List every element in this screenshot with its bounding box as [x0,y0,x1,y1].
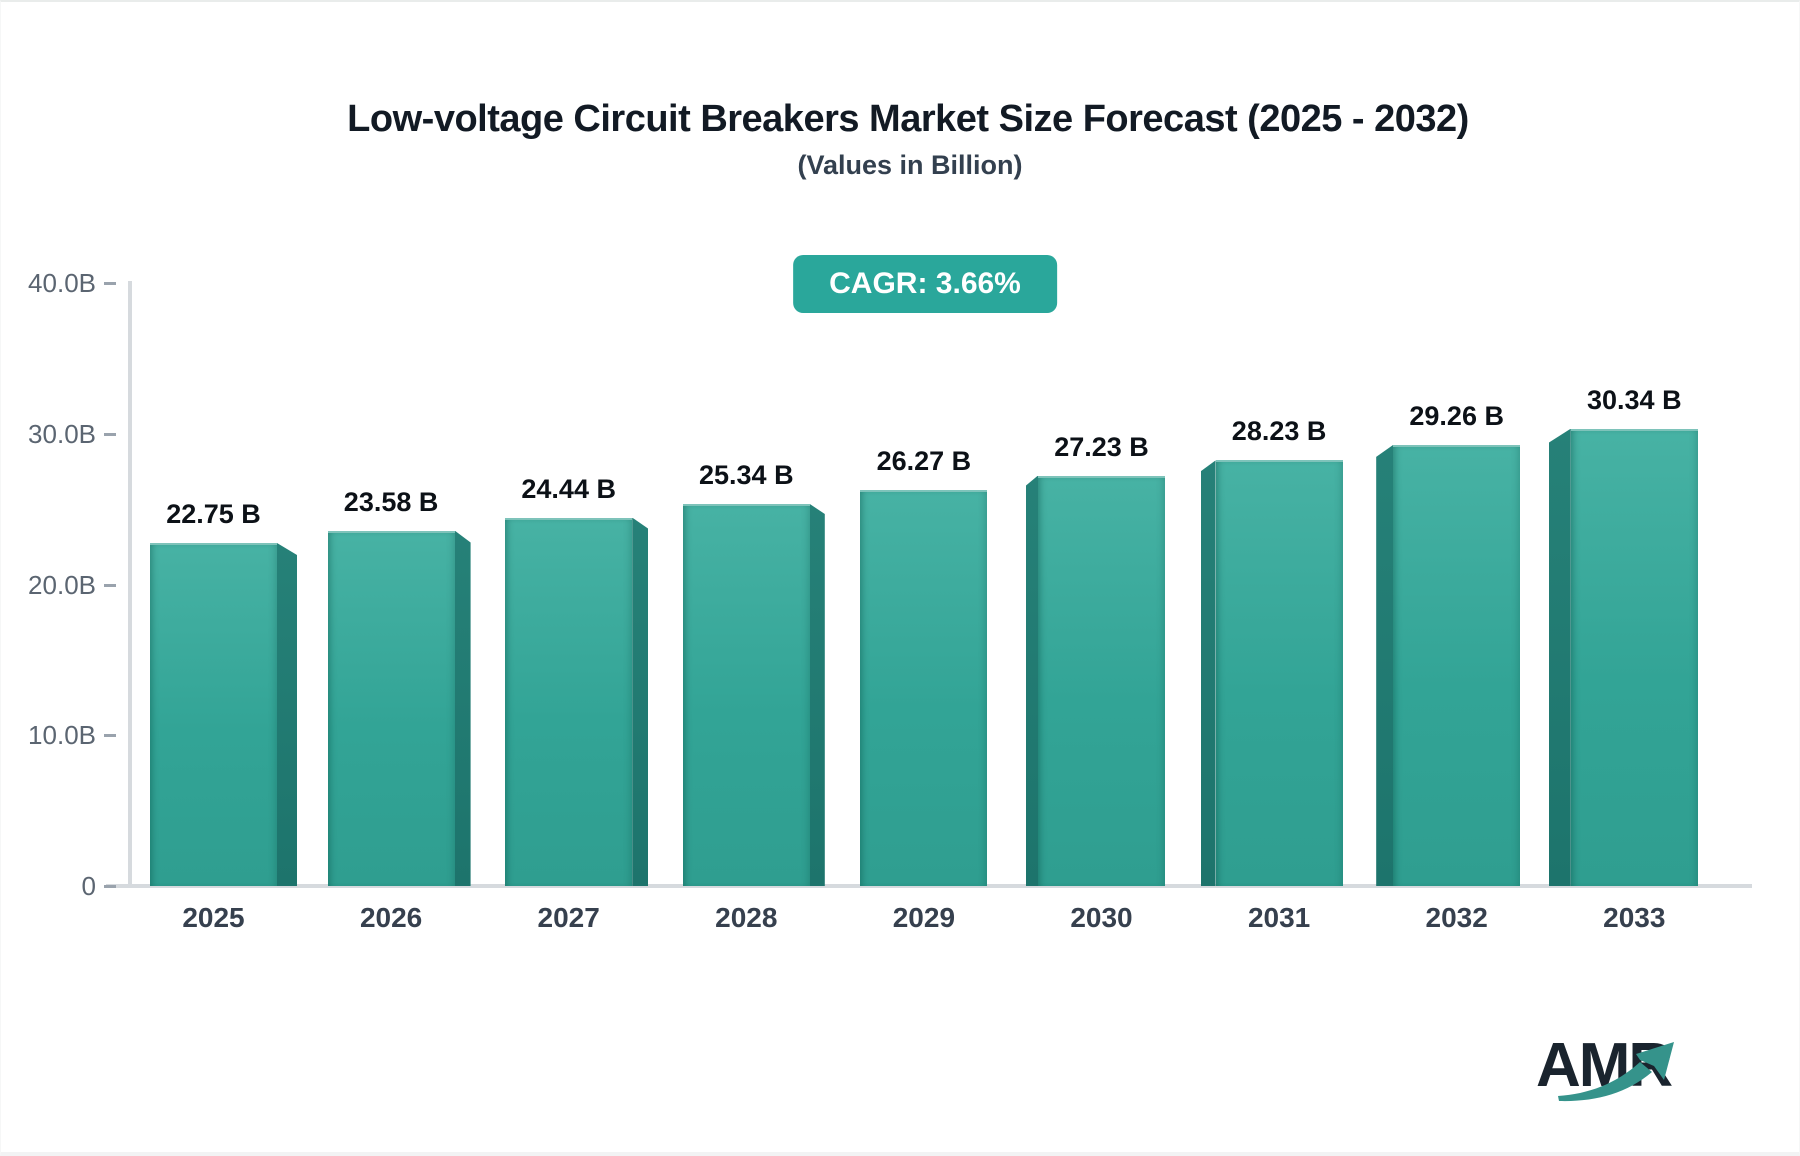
bar-side-face [809,503,825,886]
y-axis-line [128,281,132,886]
y-axis-label: 30.0B [28,418,96,449]
bar-2026 [327,530,455,886]
bar-side-face [1026,475,1038,886]
y-axis-label: 40.0B [28,268,96,298]
bar-value-label-2026: 23.58 B [343,486,439,517]
bar-value-label-2031: 28.23 B [1231,416,1327,447]
bar-value-label-2030: 27.23 B [1054,431,1149,462]
bar-side-face [632,517,649,886]
bar-2027 [505,517,633,886]
y-axis-tick [104,885,116,888]
bar-2028 [682,503,810,886]
chart-subtitle: (Values in Billion) [797,150,1023,180]
chart-title: Low-voltage Circuit Breakers Market Size… [347,98,1469,140]
amr-logo: AMR [1528,1030,1718,1110]
bar-2025 [150,543,277,886]
bar-value-label-2029: 26.27 B [876,445,972,476]
bar-side-face [1200,460,1216,886]
x-axis-line [106,884,1752,888]
bar-value-label-2033: 30.34 B [1587,384,1682,415]
cagr-badge: CAGR: 3.66% [793,255,1057,313]
x-axis-label-2033: 2033 [1603,902,1666,933]
bar-side-face [1376,444,1394,886]
x-axis-label-2031: 2031 [1247,902,1311,933]
x-axis-label-2028: 2028 [715,902,778,933]
bar-2031 [1215,460,1343,886]
y-axis-label: 10.0B [28,720,96,751]
bar-value-label-2028: 25.34 B [699,459,794,490]
y-axis-label: 20.0B [28,569,96,600]
bar-side-face [1548,428,1571,886]
x-axis-label-2029: 2029 [892,902,956,933]
bar-2032 [1393,444,1521,886]
x-axis-label-2030: 2030 [1070,902,1133,933]
bar-2033 [1570,428,1698,886]
bar-side-face [454,530,471,886]
x-axis-label-2027: 2027 [537,902,600,933]
x-axis-label-2026: 2026 [359,902,423,933]
x-axis-label-2032: 2032 [1425,902,1488,933]
bar-side-face [277,543,297,886]
bar-value-label-2032: 29.26 B [1409,400,1504,431]
bar-value-label-2027: 24.44 B [521,473,616,504]
bar-2030 [1038,475,1165,886]
x-axis-label-2025: 2025 [182,902,245,933]
y-axis-label: 0 [81,871,96,901]
growth-arrow-icon [1558,1042,1674,1102]
y-axis-tick [104,282,116,285]
y-axis-tick [104,432,116,436]
y-axis-tick [104,734,116,738]
bar-2029 [860,489,988,886]
bar-value-label-2025: 22.75 B [166,499,261,530]
y-axis-tick [104,583,116,587]
